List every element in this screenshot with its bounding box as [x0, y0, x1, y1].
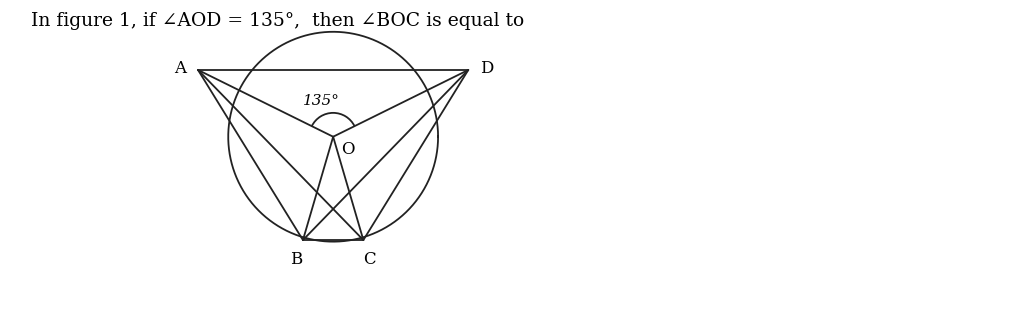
Text: In figure 1, if ∠AOD = 135°,  then ∠BOC is equal to: In figure 1, if ∠AOD = 135°, then ∠BOC i… — [31, 12, 524, 30]
Text: C: C — [364, 251, 376, 268]
Text: O: O — [341, 141, 354, 158]
Text: A: A — [174, 60, 186, 77]
Text: B: B — [291, 251, 303, 268]
Text: 135°: 135° — [303, 94, 340, 108]
Text: D: D — [480, 60, 494, 77]
